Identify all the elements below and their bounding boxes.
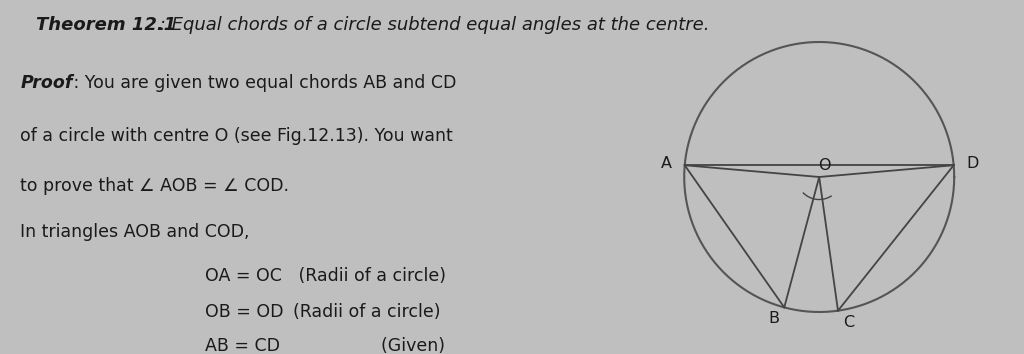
Text: (Radii of a circle): (Radii of a circle) xyxy=(282,267,445,285)
Text: AB = CD: AB = CD xyxy=(205,337,280,354)
Text: C: C xyxy=(843,314,854,330)
Text: A: A xyxy=(660,156,672,171)
Text: (Given): (Given) xyxy=(282,337,444,354)
Text: Theorem 12.1: Theorem 12.1 xyxy=(36,16,176,34)
Text: : You are given two equal chords AB and CD: : You are given two equal chords AB and … xyxy=(68,74,456,92)
Text: D: D xyxy=(966,156,978,171)
Text: Proof: Proof xyxy=(20,74,73,92)
Text: OA = OC: OA = OC xyxy=(205,267,282,285)
Text: B: B xyxy=(769,311,779,326)
Text: (Radii of a circle): (Radii of a circle) xyxy=(282,303,440,321)
Text: to prove that ∠ AOB = ∠ COD.: to prove that ∠ AOB = ∠ COD. xyxy=(20,177,290,195)
Text: O: O xyxy=(818,158,830,173)
Text: OB = OD: OB = OD xyxy=(205,303,284,321)
Text: of a circle with centre O (see Fig.12.13). You want: of a circle with centre O (see Fig.12.13… xyxy=(20,127,454,145)
Text: : Equal chords of a circle subtend equal angles at the centre.: : Equal chords of a circle subtend equal… xyxy=(154,16,709,34)
Text: In triangles AOB and COD,: In triangles AOB and COD, xyxy=(20,223,250,241)
